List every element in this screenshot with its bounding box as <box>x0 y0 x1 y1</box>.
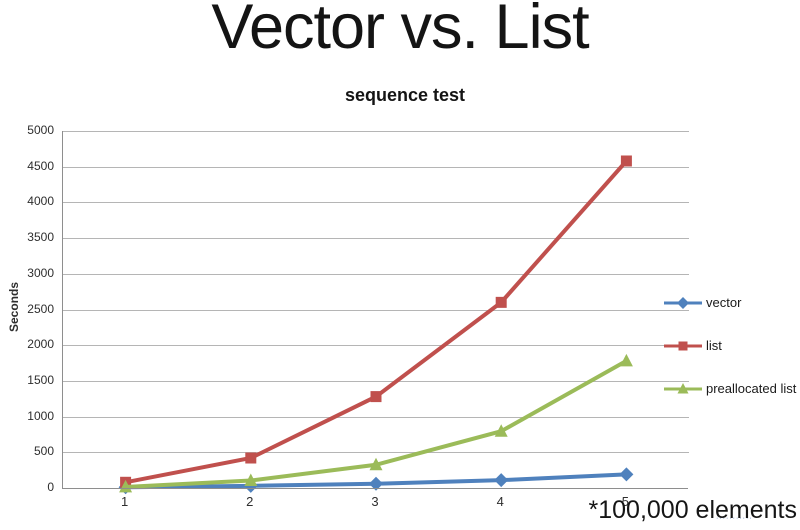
y-tick-label: 0 <box>47 480 54 494</box>
page-title: Vector vs. List <box>211 0 589 62</box>
gridline <box>63 166 689 168</box>
y-tick-label: 2000 <box>27 337 54 352</box>
triangle-marker <box>619 353 633 367</box>
triangle-marker <box>119 479 133 493</box>
x-tick-label: 1 <box>120 494 129 509</box>
triangle-marker <box>244 473 258 487</box>
y-tick-label: 1500 <box>27 372 54 387</box>
square-marker <box>245 452 257 464</box>
triangle-marker <box>369 457 383 471</box>
gridline <box>63 345 689 347</box>
gridline <box>63 416 689 418</box>
gridline <box>63 131 689 132</box>
legend-swatch <box>664 296 702 309</box>
square-marker <box>620 155 632 167</box>
legend-swatch <box>664 382 702 393</box>
legend-label: preallocated list <box>706 381 797 396</box>
x-axis-line <box>62 488 688 489</box>
gridline <box>63 380 689 382</box>
y-tick-label: 500 <box>33 444 54 459</box>
square-marker <box>495 296 507 308</box>
series-plot <box>118 155 634 495</box>
triangle-marker <box>677 382 689 393</box>
watermark: ··········· <box>716 515 753 522</box>
y-tick-label: 5000 <box>27 123 54 137</box>
diamond-marker <box>494 473 509 488</box>
x-tick-label: 2 <box>246 494 254 509</box>
diamond-marker <box>369 476 383 491</box>
gridline <box>63 273 689 275</box>
gridline <box>63 202 689 204</box>
y-tick-label: 4500 <box>27 158 54 173</box>
x-tick-label: 5 <box>621 494 629 509</box>
gridline <box>63 452 689 454</box>
legend-swatch <box>664 341 702 350</box>
legend-label: list <box>706 338 722 353</box>
x-tick-label: 4 <box>496 494 504 509</box>
y-tick-label: 2500 <box>27 301 54 316</box>
y-tick-label: 1000 <box>27 408 54 423</box>
square-marker <box>678 341 688 350</box>
y-tick-label: 3000 <box>27 265 54 280</box>
chart-title: sequence test <box>344 85 466 105</box>
diamond-marker <box>677 296 689 309</box>
triangle-marker <box>494 424 508 437</box>
diamond-marker <box>619 467 634 482</box>
gridline <box>63 238 689 240</box>
legend-item-vector: vector <box>664 281 796 324</box>
y-tick-label: 3500 <box>27 230 54 245</box>
legend: vector list preallocated list <box>664 281 796 410</box>
legend-item-list: list <box>664 324 796 367</box>
x-tick-label: 3 <box>371 494 379 509</box>
square-marker <box>370 391 382 403</box>
gridline <box>63 309 689 311</box>
y-tick-label: 4000 <box>27 194 54 209</box>
series-line-list <box>125 159 628 485</box>
footnote: *100,000 elements <box>588 496 797 524</box>
legend-label: vector <box>706 295 742 310</box>
legend-item-preallocated-list: preallocated list <box>664 367 796 410</box>
plot-area <box>62 131 689 495</box>
